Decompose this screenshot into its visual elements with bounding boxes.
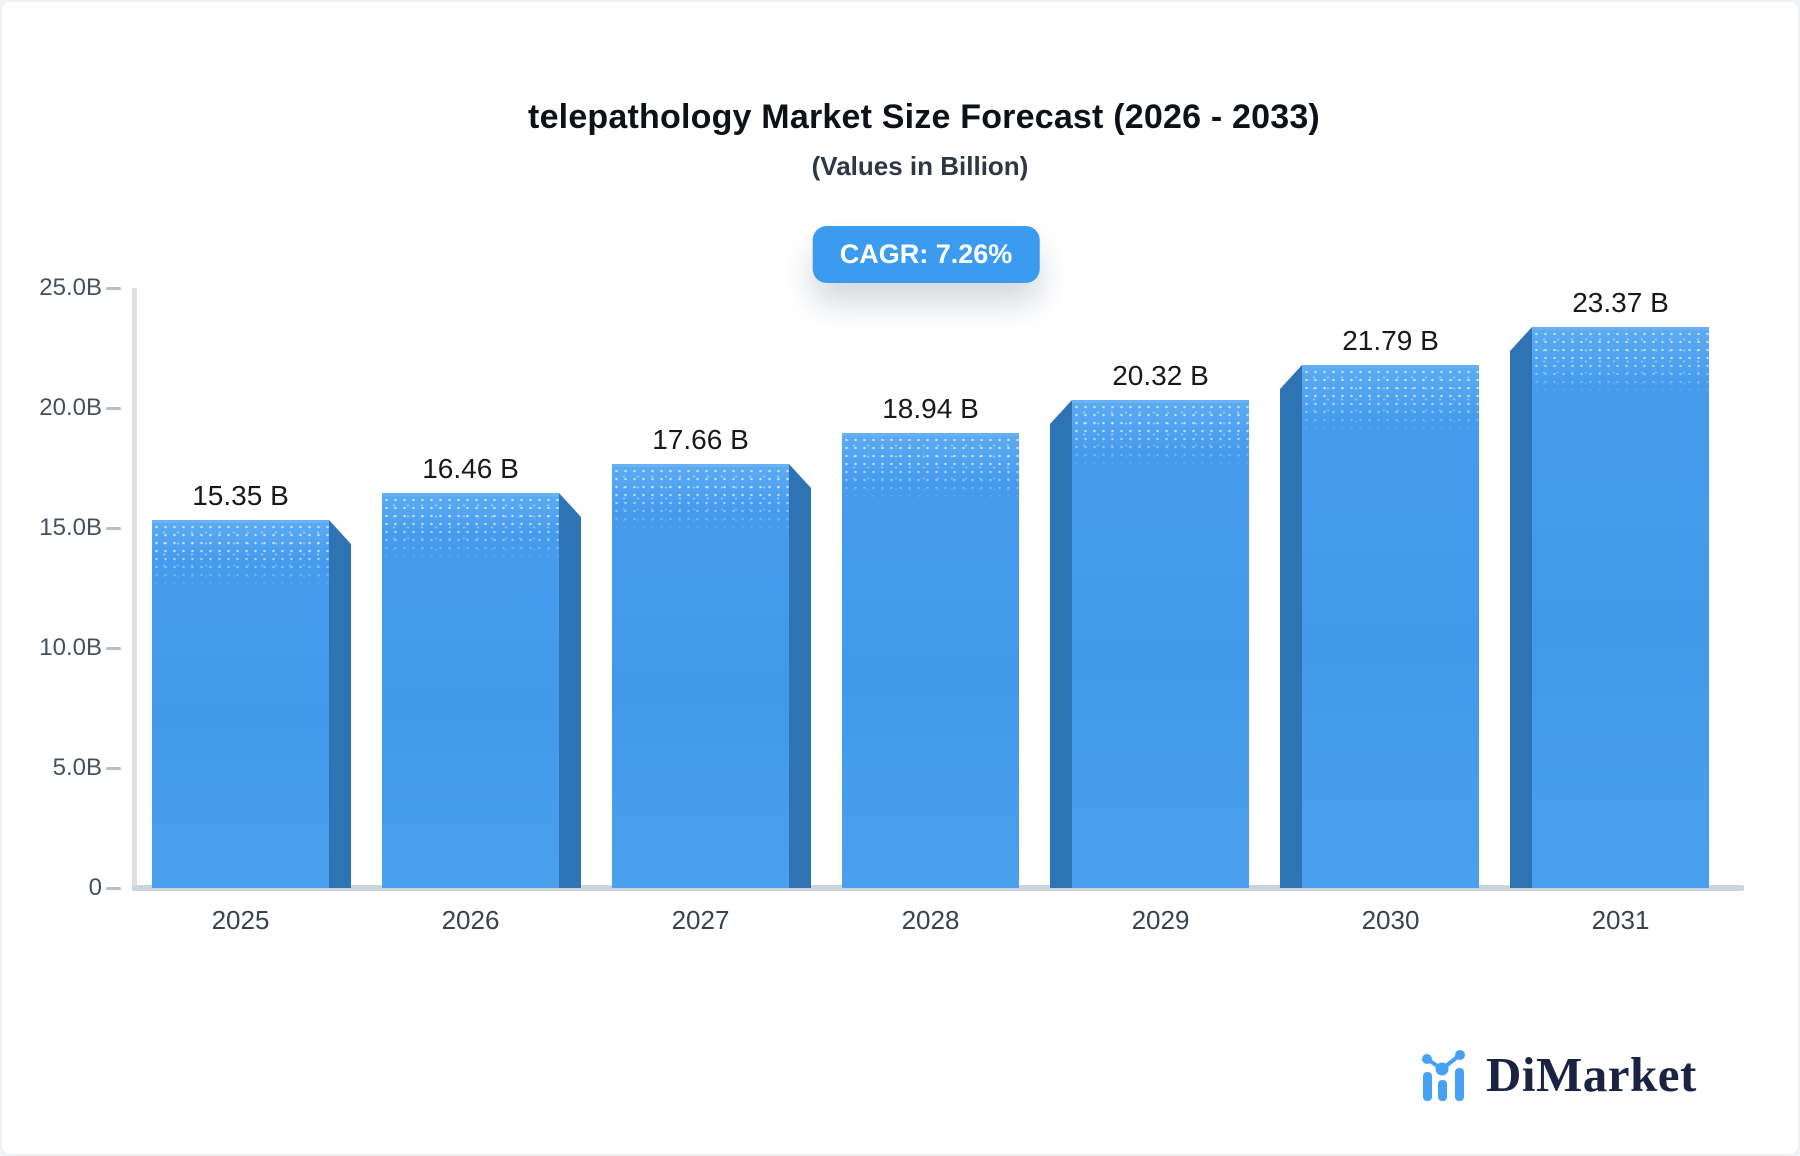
bar-top-texture xyxy=(612,467,789,533)
x-tick-label-2025: 2025 xyxy=(211,905,270,935)
bar-2025[interactable] xyxy=(152,520,329,888)
x-tick-label-2026: 2026 xyxy=(441,905,500,935)
bar-2030[interactable] xyxy=(1302,365,1479,888)
x-tick-label-2031: 2031 xyxy=(1591,905,1650,935)
bar-value-label-2028: 18.94 B xyxy=(882,393,979,424)
dimarket-logo-icon xyxy=(1420,1047,1472,1103)
bar-top-texture xyxy=(842,436,1019,502)
x-tick-label-2030: 2030 xyxy=(1361,905,1420,935)
x-axis-baseline xyxy=(132,885,1744,891)
bar-value-label-2030: 21.79 B xyxy=(1342,325,1439,356)
bar-top-texture xyxy=(1072,403,1249,469)
bar-2027[interactable] xyxy=(612,464,789,888)
y-tick-label-10.0B: 10.0B xyxy=(39,634,102,661)
bar-top-texture xyxy=(1532,330,1709,396)
y-tick-label-25.0B: 25.0B xyxy=(39,274,102,301)
x-tick-label-2028: 2028 xyxy=(901,905,960,935)
y-tick-label-20.0B: 20.0B xyxy=(39,394,102,421)
bar-2026[interactable] xyxy=(382,493,559,888)
bar-3d-side-2031 xyxy=(1510,327,1532,888)
bar-2029[interactable] xyxy=(1072,400,1249,888)
y-tick-mark xyxy=(106,767,121,770)
bar-3d-side-2029 xyxy=(1050,400,1072,888)
bar-3d-side-2027 xyxy=(789,464,811,888)
bar-2028[interactable] xyxy=(842,433,1019,888)
x-tick-label-2027: 2027 xyxy=(671,905,730,935)
bar-3d-side-2025 xyxy=(329,520,351,888)
y-tick-mark xyxy=(106,527,121,530)
y-axis-line xyxy=(132,288,137,889)
bar-value-label-2026: 16.46 B xyxy=(422,453,519,484)
cagr-badge: CAGR: 7.26% xyxy=(812,226,1040,283)
dimarket-logo[interactable]: DiMarket xyxy=(1420,1042,1697,1108)
bar-2031[interactable] xyxy=(1532,327,1709,888)
y-tick-mark xyxy=(106,287,121,290)
bar-value-label-2029: 20.32 B xyxy=(1112,360,1209,391)
y-tick-mark xyxy=(106,887,121,890)
bar-3d-side-2026 xyxy=(559,493,581,888)
bar-value-label-2027: 17.66 B xyxy=(652,424,749,455)
dimarket-logo-text: DiMarket xyxy=(1486,1047,1697,1102)
y-tick-mark xyxy=(106,407,121,410)
bar-top-texture xyxy=(382,496,559,562)
y-tick-label-15.0B: 15.0B xyxy=(39,514,102,541)
x-tick-label-2029: 2029 xyxy=(1131,905,1190,935)
bar-value-label-2031: 23.37 B xyxy=(1572,287,1669,318)
bar-top-texture xyxy=(152,523,329,589)
y-tick-label-5.0B: 5.0B xyxy=(52,754,102,781)
bar-value-label-2025: 15.35 B xyxy=(192,480,289,511)
bar-3d-side-2030 xyxy=(1280,365,1302,888)
bar-top-texture xyxy=(1302,368,1479,434)
chart-subtitle: (Values in Billion) xyxy=(811,151,1029,181)
y-tick-label-0: 0 xyxy=(88,874,102,901)
chart-title: telepathology Market Size Forecast (2026… xyxy=(528,98,1320,136)
y-tick-mark xyxy=(106,647,121,650)
